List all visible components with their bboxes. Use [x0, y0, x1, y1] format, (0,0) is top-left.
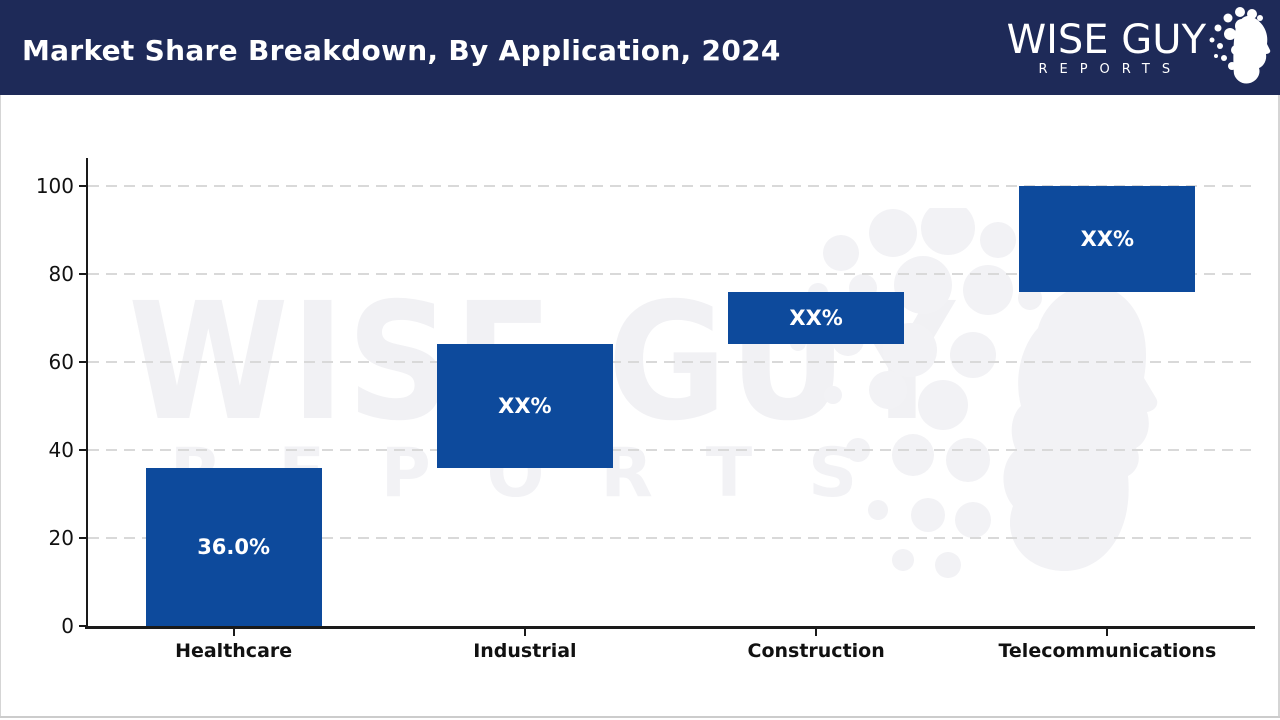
brand-logo-face-icon [1209, 7, 1271, 84]
gridline-40 [88, 449, 1253, 451]
brand-logo-text: WISE GUY REPORTS [1007, 19, 1206, 77]
x-category-label-healthcare: Healthcare [175, 640, 293, 662]
x-category-label-telecommunications: Telecommunications [998, 640, 1217, 662]
x-tickmark-industrial [523, 629, 526, 636]
bar-industrial: XX% [436, 344, 613, 468]
y-tick-label-0: 0 [61, 614, 74, 638]
y-tickmark-60 [79, 361, 88, 363]
bar-value-label-construction: XX% [789, 305, 843, 330]
gridline-100 [88, 185, 1253, 187]
page-border-left [0, 95, 1, 716]
y-tick-label-80: 80 [48, 262, 74, 286]
bar-value-label-industrial: XX% [498, 393, 552, 418]
y-axis-spine [86, 158, 88, 628]
brand-logo: WISE GUY REPORTS [1007, 6, 1272, 90]
y-tick-label-60: 60 [48, 350, 74, 374]
bar-construction: XX% [728, 291, 905, 345]
y-tickmark-40 [79, 449, 88, 451]
brand-logo-reports: REPORTS [1038, 62, 1183, 77]
y-tick-label-40: 40 [48, 438, 74, 462]
header-bar: Market Share Breakdown, By Application, … [0, 0, 1280, 95]
page-border-right [1278, 95, 1280, 716]
y-tick-label-100: 100 [35, 174, 74, 198]
y-tickmark-0 [79, 625, 88, 627]
y-tick-label-20: 20 [48, 526, 74, 550]
bar-telecommunications: XX% [1019, 186, 1196, 292]
page-title: Market Share Breakdown, By Application, … [22, 34, 781, 67]
bar-healthcare: 36.0% [145, 467, 322, 626]
x-axis-line [85, 626, 1255, 629]
gridline-60 [88, 361, 1253, 363]
bar-value-label-healthcare: 36.0% [197, 534, 271, 559]
x-category-label-industrial: Industrial [473, 640, 577, 662]
y-tickmark-80 [79, 273, 88, 275]
x-category-label-construction: Construction [747, 640, 885, 662]
gridline-20 [88, 537, 1253, 539]
y-tickmark-20 [79, 537, 88, 539]
x-tickmark-construction [815, 629, 818, 636]
gridline-80 [88, 273, 1253, 275]
x-tickmark-telecommunications [1106, 629, 1109, 636]
brand-logo-wiseguy: WISE GUY [1006, 17, 1206, 63]
y-tickmark-100 [79, 185, 88, 187]
chart-plot-area: 0 20 40 60 80 100 36.0% Healthcare XX% Industrial… [0, 95, 1280, 720]
page-border-bottom [0, 716, 1280, 718]
x-tickmark-healthcare [232, 629, 235, 636]
bar-value-label-telecommunications: XX% [1080, 226, 1135, 251]
